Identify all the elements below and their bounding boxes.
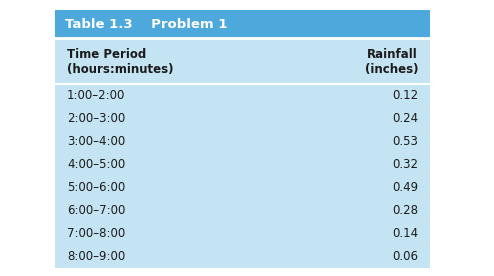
Text: 8:00–9:00: 8:00–9:00 bbox=[67, 250, 125, 263]
Text: 0.32: 0.32 bbox=[392, 158, 418, 171]
Text: 2:00–3:00: 2:00–3:00 bbox=[67, 112, 125, 125]
Text: Table 1.3    Problem 1: Table 1.3 Problem 1 bbox=[65, 17, 227, 31]
Text: 0.24: 0.24 bbox=[392, 112, 418, 125]
Text: 6:00–7:00: 6:00–7:00 bbox=[67, 204, 125, 217]
Bar bbox=[55, 10, 430, 38]
Text: 3:00–4:00: 3:00–4:00 bbox=[67, 135, 125, 148]
Text: Rainfall: Rainfall bbox=[367, 47, 418, 60]
Text: 0.14: 0.14 bbox=[392, 227, 418, 240]
Text: 0.49: 0.49 bbox=[392, 181, 418, 194]
Text: 0.28: 0.28 bbox=[392, 204, 418, 217]
Text: 0.12: 0.12 bbox=[392, 89, 418, 102]
Text: 7:00–8:00: 7:00–8:00 bbox=[67, 227, 125, 240]
Text: Time Period: Time Period bbox=[67, 47, 146, 60]
Text: (inches): (inches) bbox=[365, 62, 418, 76]
Text: (hours:minutes): (hours:minutes) bbox=[67, 62, 173, 76]
Bar bbox=[55, 10, 430, 268]
Text: 0.53: 0.53 bbox=[392, 135, 418, 148]
Text: 1:00–2:00: 1:00–2:00 bbox=[67, 89, 125, 102]
Text: 0.06: 0.06 bbox=[392, 250, 418, 263]
Text: 5:00–6:00: 5:00–6:00 bbox=[67, 181, 125, 194]
Text: 4:00–5:00: 4:00–5:00 bbox=[67, 158, 125, 171]
